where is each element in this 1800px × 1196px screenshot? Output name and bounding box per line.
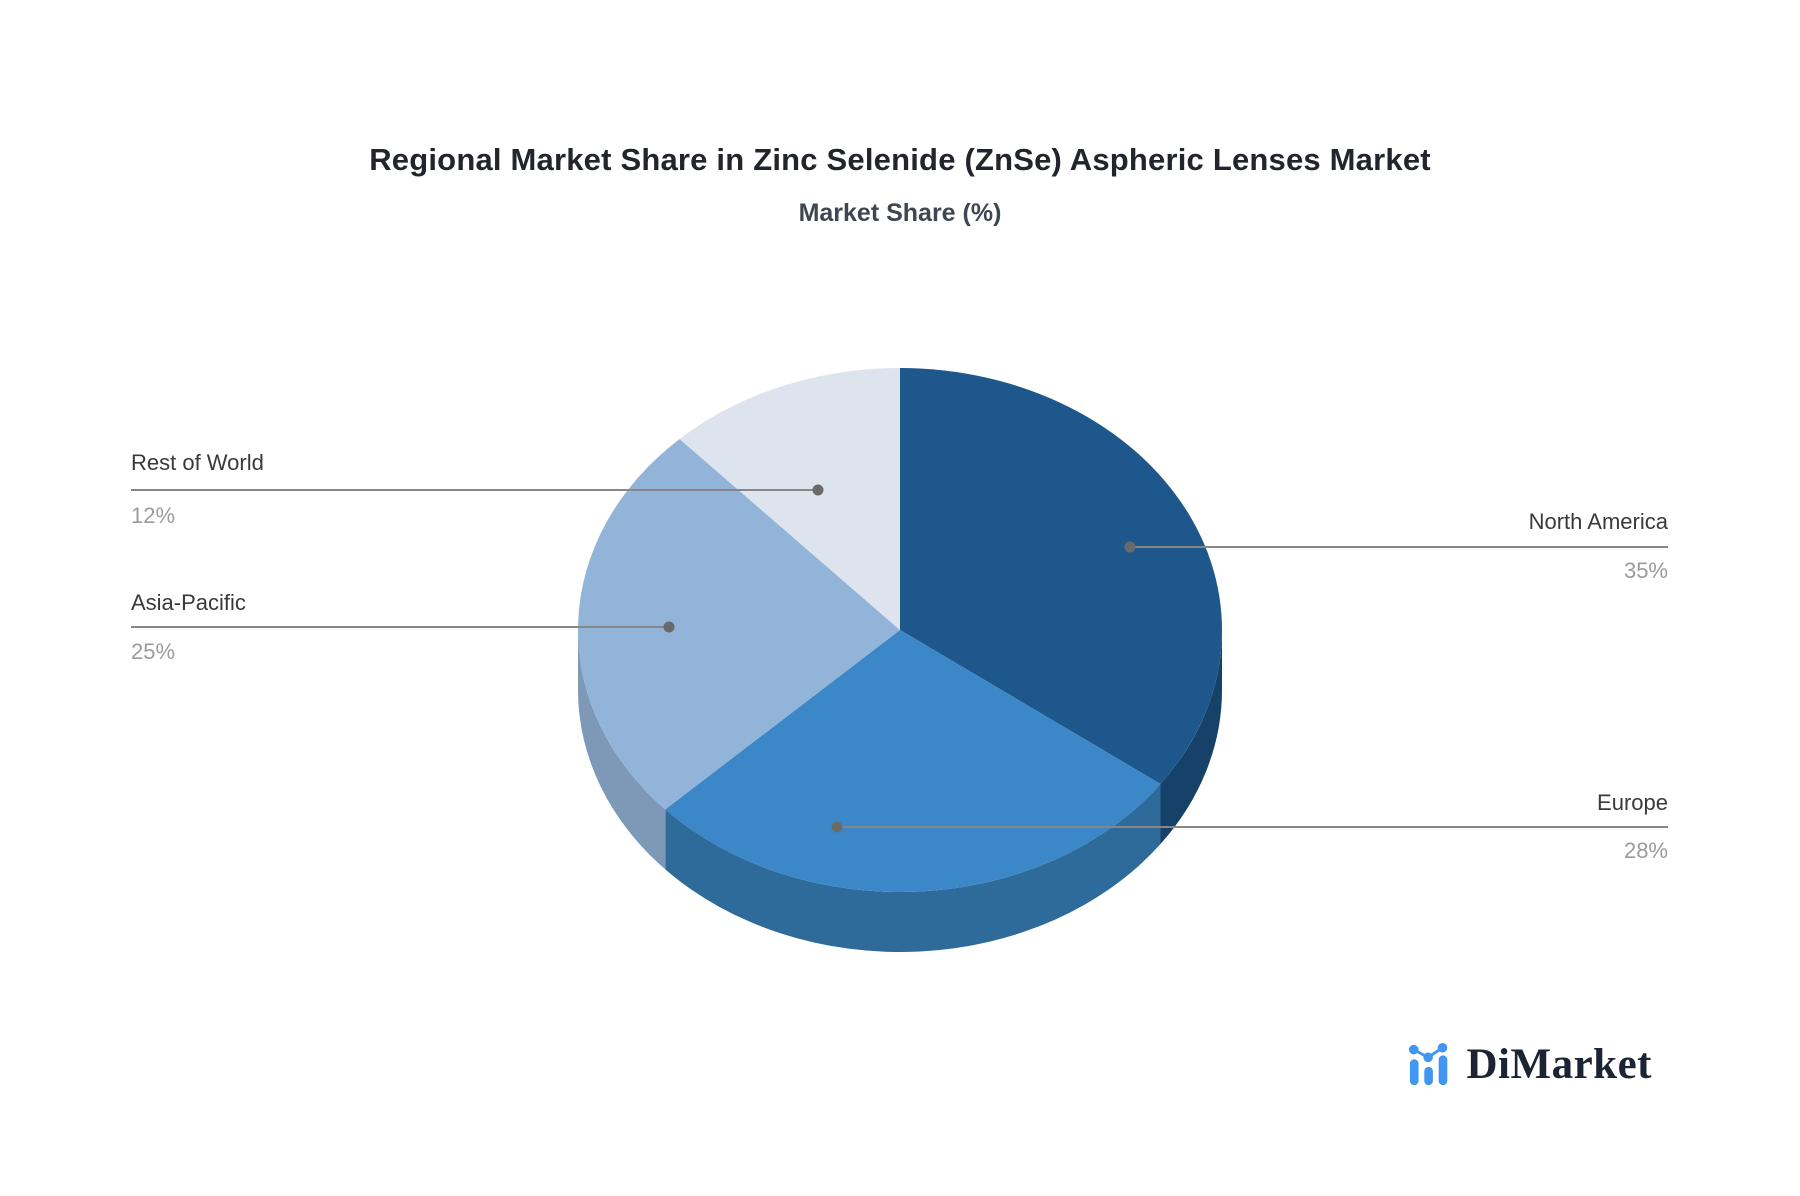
pie-depth-asia-pacific xyxy=(578,630,666,870)
pie-slice-asia-pacific xyxy=(578,439,900,810)
pie-slice-north-america xyxy=(900,368,1222,784)
chart-title: Regional Market Share in Zinc Selenide (… xyxy=(369,142,1431,177)
pie-depth-europe xyxy=(665,784,1161,952)
chart-subtitle: Market Share (%) xyxy=(798,199,1002,227)
callout-dot-north-america xyxy=(1124,541,1136,553)
callout-dot-rest-of-world xyxy=(812,484,824,496)
callout-dot-europe xyxy=(831,821,843,833)
callout-label-rest-of-world: Rest of World xyxy=(131,450,264,475)
callout-value-rest-of-world: 12% xyxy=(131,503,176,528)
brand-name: DiMarket xyxy=(1466,1041,1652,1088)
callout-label-asia-pacific: Asia-Pacific xyxy=(131,590,246,615)
callout-dot-asia-pacific xyxy=(663,621,675,633)
pie-depth xyxy=(578,630,1222,952)
pie-callouts xyxy=(131,484,1668,833)
brand-logo: DiMarket xyxy=(1408,1040,1653,1089)
callout-value-asia-pacific: 25% xyxy=(131,639,176,664)
pie-slice-rest-of-world xyxy=(679,368,900,630)
callout-label-north-america: North America xyxy=(1528,509,1668,534)
bar-line-chart-icon xyxy=(1408,1042,1447,1085)
callout-label-europe: Europe xyxy=(1597,790,1668,815)
pie-top xyxy=(578,368,1222,892)
callout-value-europe: 28% xyxy=(1623,838,1668,863)
callout-value-north-america: 35% xyxy=(1623,558,1668,583)
pie-depth-north-america xyxy=(1160,630,1222,844)
